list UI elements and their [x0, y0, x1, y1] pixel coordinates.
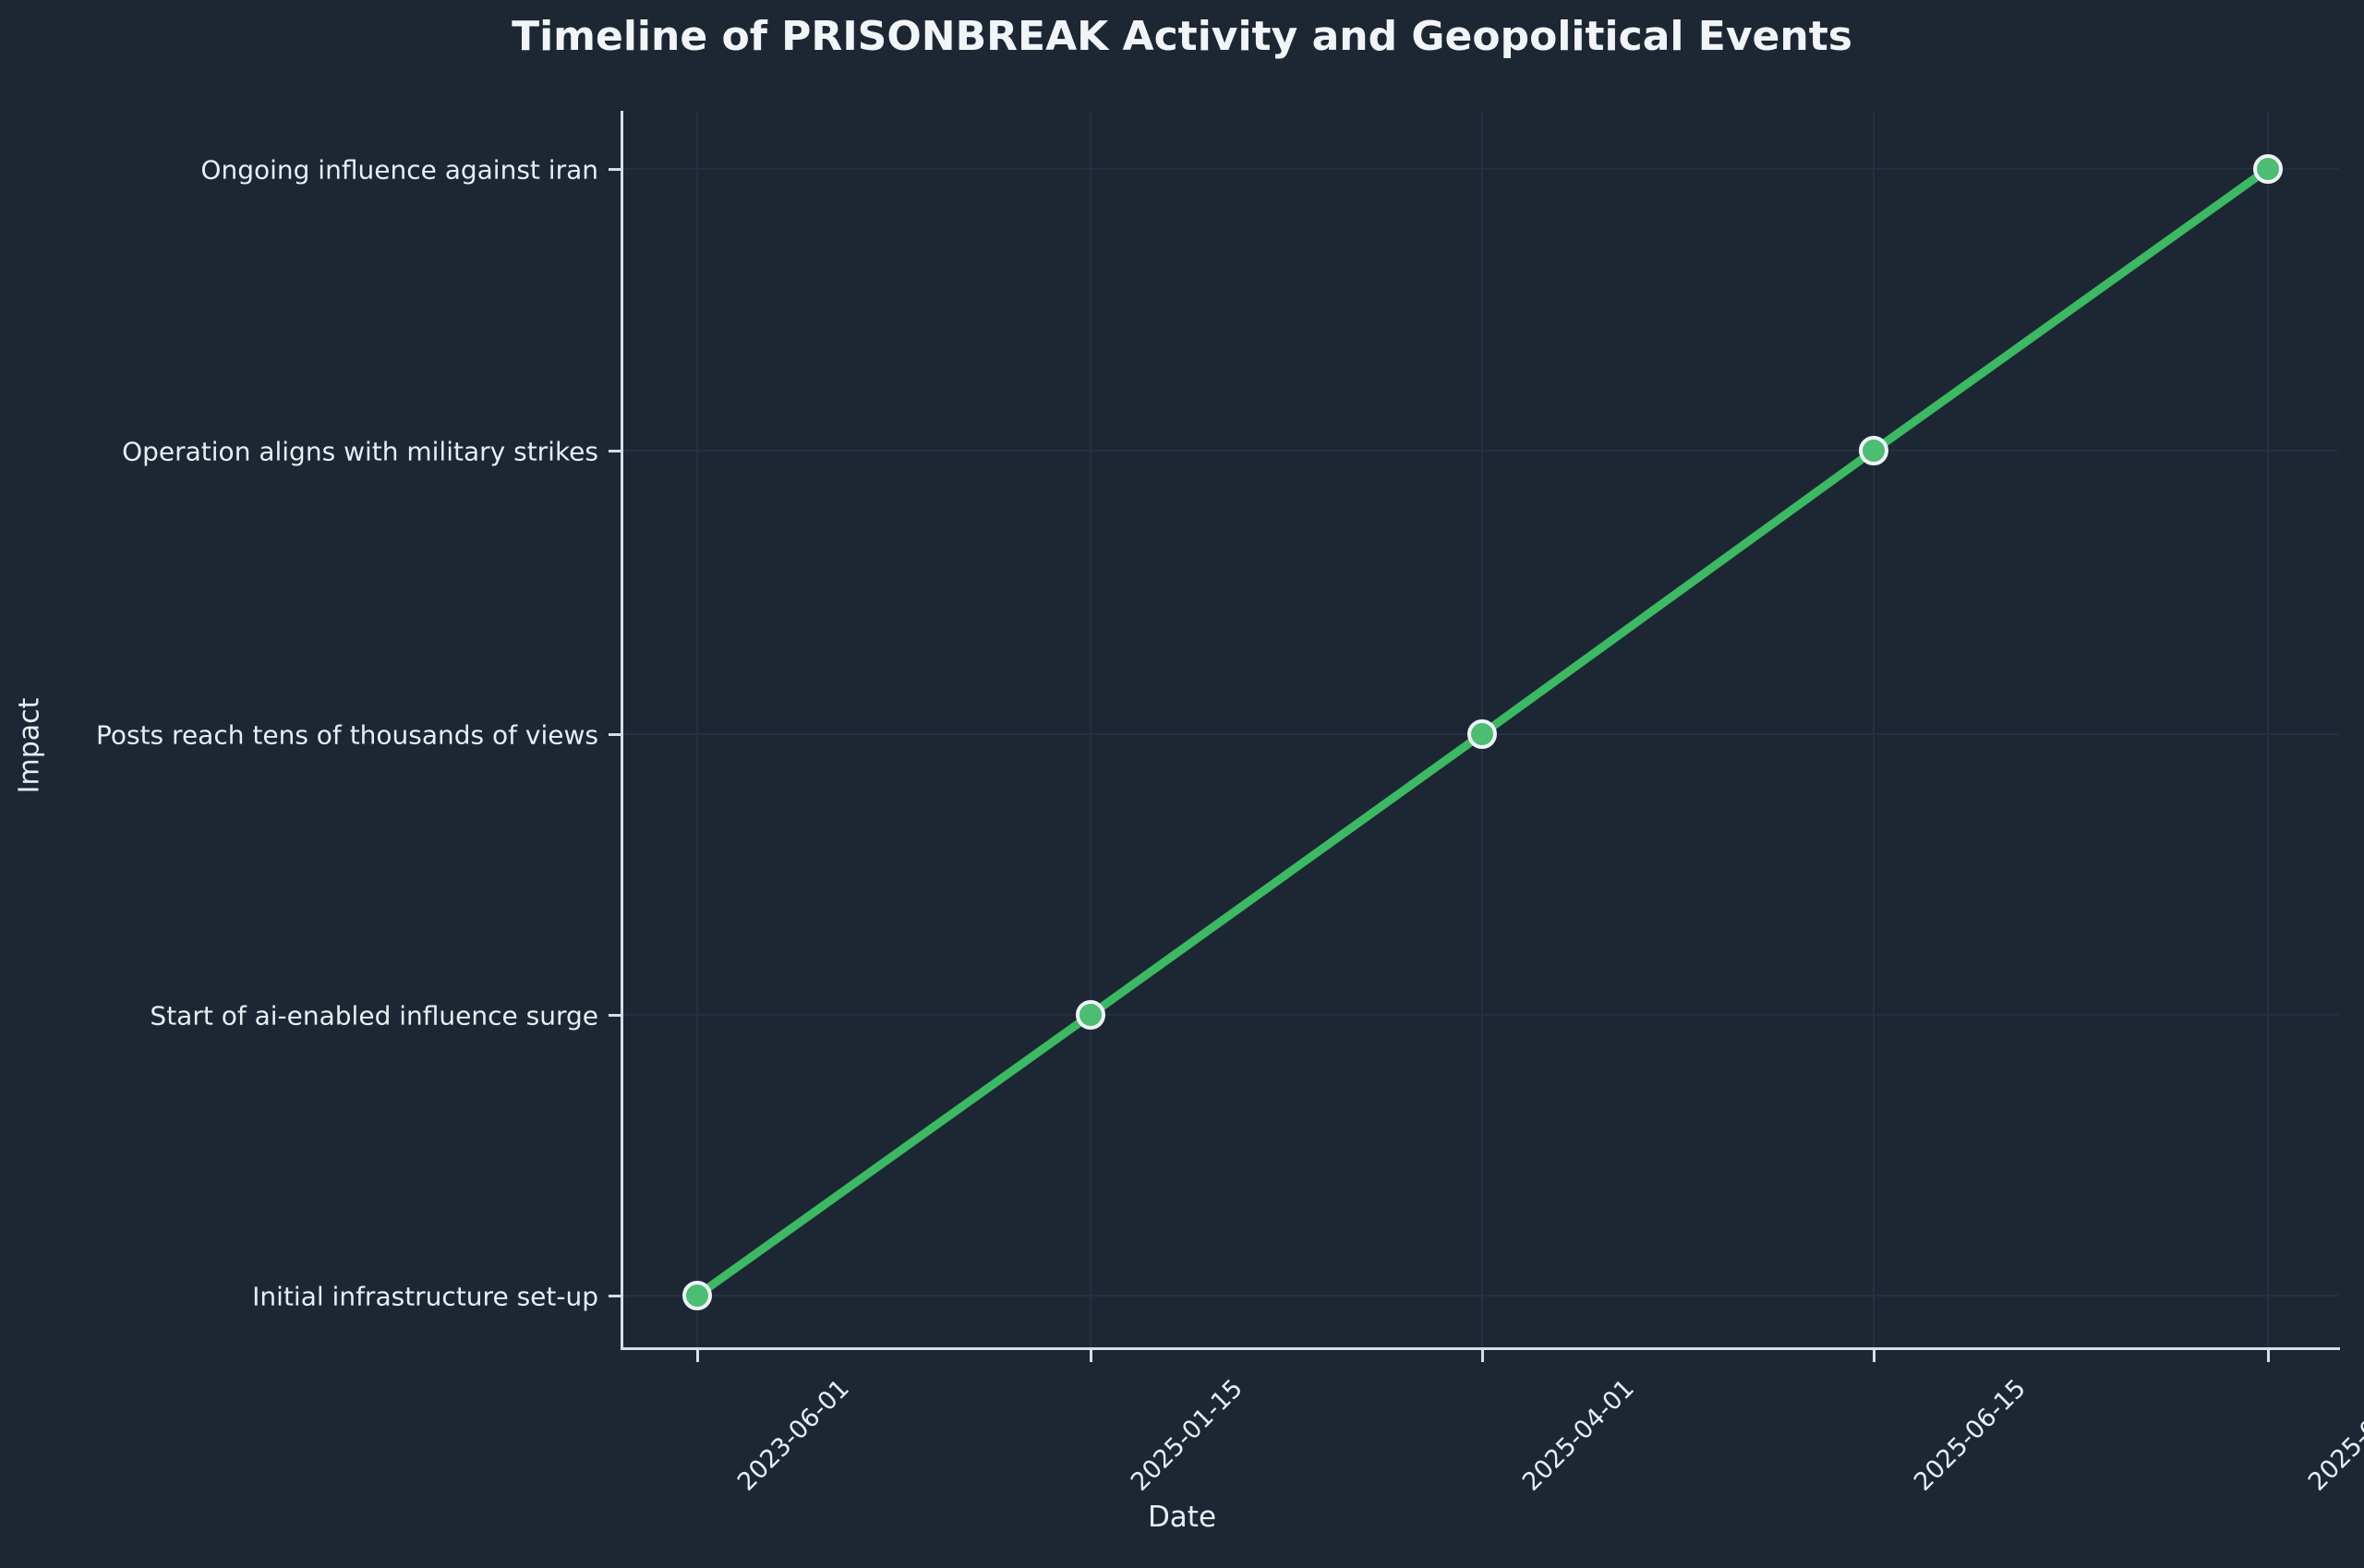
data-series-line: [682, 154, 2283, 1310]
data-point-marker: [682, 1281, 712, 1310]
x-tick-mark: [2267, 1350, 2270, 1362]
y-tick-label: Ongoing influence against iran: [200, 154, 598, 186]
x-tick-label: 2025-09-01: [2302, 1374, 2364, 1497]
y-tick-mark: [609, 168, 621, 171]
y-tick-label: Operation aligns with military strikes: [122, 436, 598, 467]
x-tick-label: 2025-01-15: [1125, 1374, 1248, 1497]
x-tick-mark: [696, 1350, 699, 1362]
x-axis-spine: [621, 1347, 2340, 1350]
data-point-marker: [1467, 719, 1497, 749]
x-axis-title: Date: [1147, 1501, 1217, 1534]
y-axis-title: Impact: [13, 697, 46, 794]
x-tick-label: 2025-04-01: [1516, 1374, 1640, 1497]
y-tick-label: Posts reach tens of thousands of views: [95, 719, 598, 751]
x-tick-mark: [1090, 1350, 1092, 1362]
x-tick-mark: [1481, 1350, 1484, 1362]
x-tick-label: 2023-06-01: [731, 1374, 855, 1497]
data-point-marker: [1859, 436, 1888, 465]
y-tick-label: Start of ai-enabled influence surge: [150, 1000, 598, 1031]
x-tick-mark: [1873, 1350, 1876, 1362]
y-tick-label: Initial infrastructure set-up: [252, 1281, 598, 1312]
x-tick-label: 2025-06-15: [1908, 1374, 2032, 1497]
data-point-marker: [2253, 154, 2283, 184]
y-tick-mark: [609, 1014, 621, 1017]
y-tick-mark: [609, 733, 621, 736]
data-point-marker: [1076, 1000, 1105, 1030]
y-axis-spine: [621, 111, 623, 1350]
plot-area: [621, 111, 2338, 1348]
data-markers: [682, 154, 2283, 1310]
y-tick-mark: [609, 1295, 621, 1297]
page-title: Timeline of PRISONBREAK Activity and Geo…: [512, 13, 1852, 60]
y-tick-labels: Ongoing influence against iran Operation…: [0, 0, 598, 1568]
y-tick-mark: [609, 450, 621, 452]
